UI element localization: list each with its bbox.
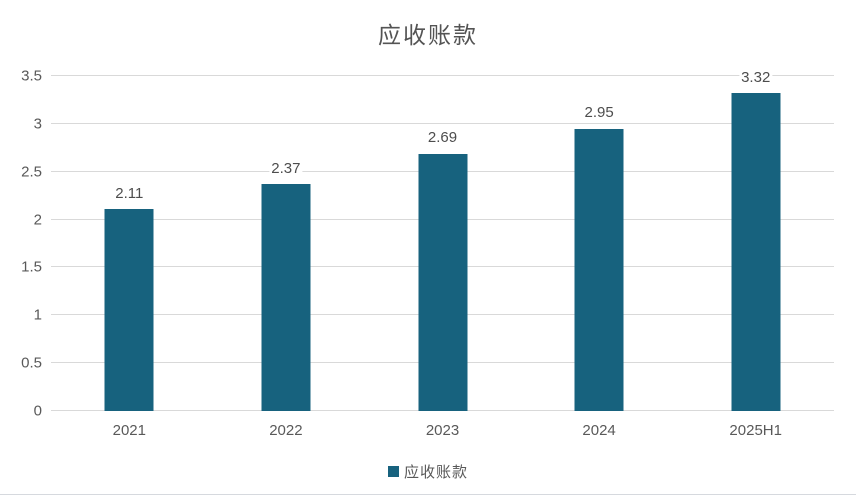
chart-title: 应收账款 <box>378 22 478 48</box>
legend-swatch <box>387 466 399 477</box>
y-tick-label: 0 <box>33 402 42 420</box>
data-label: 2.11 <box>113 184 146 203</box>
x-tick-label: 2025H1 <box>729 422 782 439</box>
y-tick-label: 3.5 <box>21 67 42 85</box>
y-tick-label: 2 <box>33 211 42 229</box>
bar-2023 <box>418 153 467 411</box>
bottom-divider <box>0 494 856 495</box>
plot-area: 0 0.5 1 1.5 2 2.5 3 3.5 2.11 2021 2.37 2022 2.69 2023… <box>21 69 834 439</box>
x-tick-label: 2022 <box>269 422 303 439</box>
bar-2025H1 <box>731 93 781 411</box>
x-tick-label: 2021 <box>112 422 146 439</box>
y-tick-label: 1 <box>33 306 42 324</box>
gridline <box>51 75 834 76</box>
bar-2021 <box>104 209 154 411</box>
y-tick-label: 2.5 <box>21 163 42 181</box>
y-tick-label: 3 <box>33 115 42 133</box>
x-tick-label: 2023 <box>425 422 460 439</box>
legend-label: 应收账款 <box>403 464 468 481</box>
gridline <box>51 122 834 124</box>
data-label: 2.37 <box>269 159 303 178</box>
data-label: 2.69 <box>425 129 460 147</box>
x-tick-label: 2024 <box>582 422 616 439</box>
y-tick-label: 0.5 <box>21 354 42 372</box>
y-tick-label: 1.5 <box>21 258 42 276</box>
chart-legend: 应收账款 <box>0 461 856 482</box>
bar-2024 <box>574 128 624 411</box>
data-label: 2.95 <box>582 104 616 122</box>
bar-2022 <box>261 184 311 411</box>
data-label: 3.32 <box>739 68 773 87</box>
